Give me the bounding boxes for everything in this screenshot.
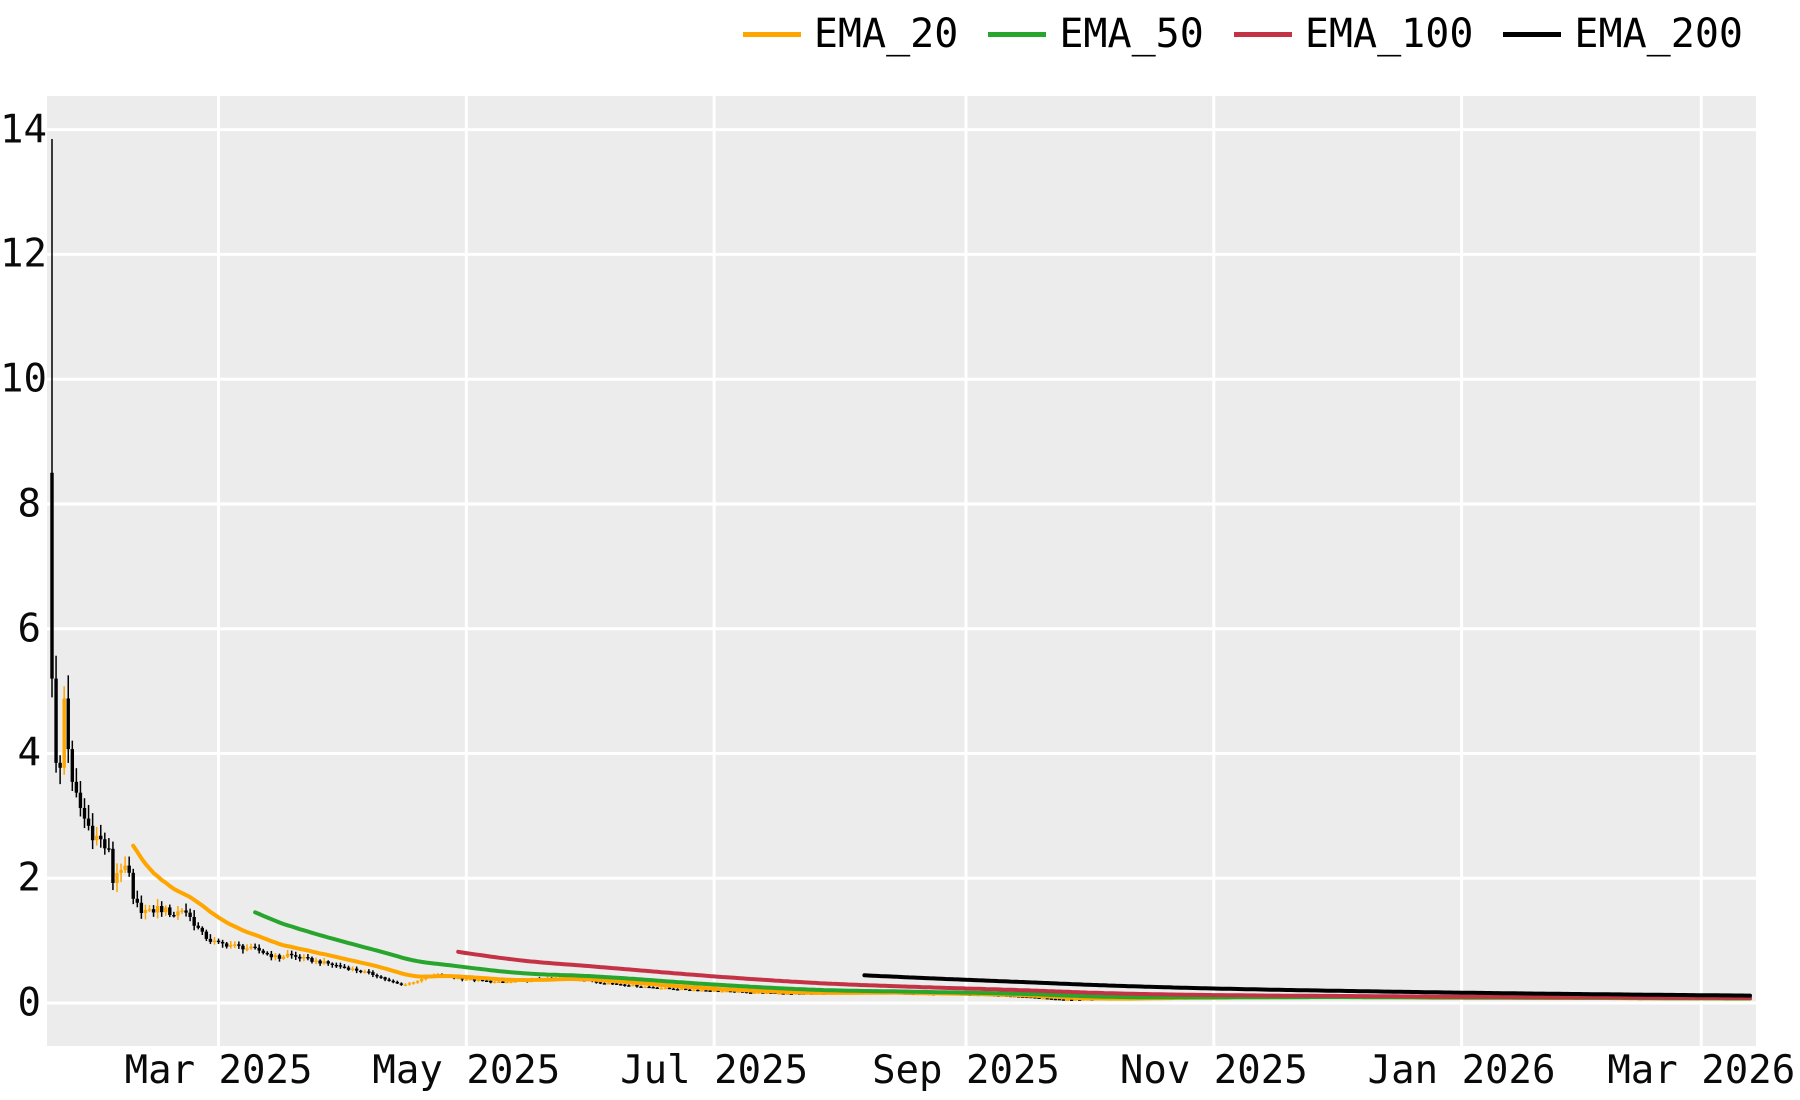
y-tick-label: 0 [17,980,41,1026]
y-tick-label: 14 [0,107,47,153]
x-tick-label: Nov 2025 [1119,1048,1308,1093]
ema20-line-swatch [742,31,801,37]
x-tick-label: Jan 2026 [1367,1048,1556,1093]
legend-item-ema50: EMA_50 [988,14,1204,54]
y-tick-label: 10 [0,356,47,402]
legend-item-ema100: EMA_100 [1233,11,1474,57]
legend: EMA_20 EMA_50 EMA_100 EMA_200 [742,11,1743,57]
ema50-line-swatch [988,31,1047,37]
y-tick-label: 8 [17,481,41,527]
x-tick-label: Jul 2025 [620,1048,809,1093]
legend-label-ema100: EMA_100 [1304,11,1474,57]
ema_200-line [862,973,1752,998]
y-tick-label: 2 [17,855,41,901]
y-tick-label: 6 [17,606,41,652]
x-tick-label: Mar 2026 [1607,1048,1796,1093]
x-tick-label: May 2025 [372,1048,561,1093]
legend-label-ema200: EMA_200 [1574,11,1743,57]
ema100-line-swatch [1233,31,1292,37]
legend-label-ema20: EMA_20 [813,11,959,57]
legend-item-ema20: EMA_20 [742,11,959,57]
y-tick-label: 4 [17,730,41,776]
y-tick-label: 12 [0,231,47,277]
ema200-line-swatch [1503,31,1562,37]
ema_100-line [456,949,1752,1000]
legend-label-ema50: EMA_50 [1059,11,1204,57]
x-tick-label: Sep 2025 [872,1048,1060,1093]
plot-background [47,96,1756,1046]
legend-item-ema200: EMA_200 [1503,14,1743,54]
x-tick-label: Mar 2025 [124,1048,313,1093]
